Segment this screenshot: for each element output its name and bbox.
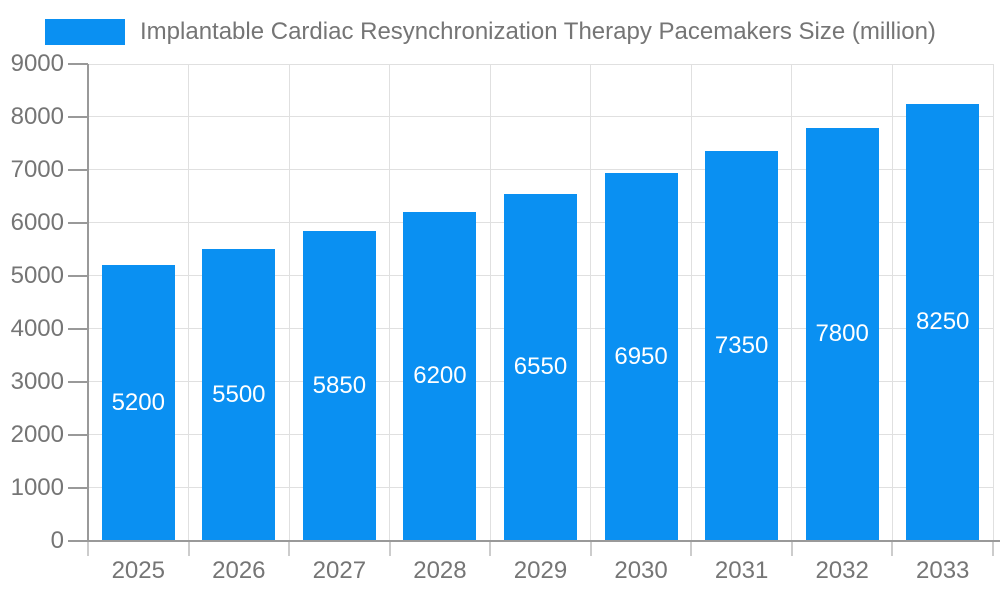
x-axis-label: 2031 [714,557,769,584]
y-axis-tick [68,380,88,383]
grid-line-horizontal [88,169,993,171]
y-axis-tick [68,221,88,224]
y-axis-tick [68,274,88,277]
grid-line-vertical [791,64,793,541]
bar-value-label: 5850 [312,371,367,399]
y-axis-tick [68,168,88,171]
x-axis-tick [891,541,894,556]
bar-value-label: 6200 [413,362,467,390]
y-axis-label: 9000 [10,50,64,77]
x-axis-tick [589,541,592,556]
x-axis-label: 2026 [212,557,266,584]
bar-2032[interactable] [805,127,879,541]
y-axis-tick [68,327,88,330]
x-axis-tick [187,541,190,556]
bar-value-label: 7350 [714,331,769,359]
bar-2027[interactable] [302,230,376,541]
x-axis-tick [388,541,391,556]
bar-2033[interactable] [906,103,980,541]
y-axis-tick [68,63,88,65]
y-axis-label: 2000 [10,420,64,448]
x-axis-label: 2027 [312,557,367,584]
y-axis-tick [68,433,88,436]
y-axis-label: 3000 [10,367,64,395]
bar-value-label: 6950 [614,342,668,370]
legend-item[interactable]: Implantable Cardiac Resynchronization Th… [45,18,936,46]
grid-line-horizontal [88,63,993,65]
bar-2028[interactable] [403,212,477,541]
y-axis-label: 6000 [10,208,64,236]
y-axis-tick [68,115,88,118]
bar-value-label: 5200 [111,388,165,416]
bar-2030[interactable] [604,172,678,541]
bar-2025[interactable] [101,265,175,541]
legend-swatch [45,19,125,45]
grid-line-vertical [389,64,391,541]
x-axis-tick [288,541,291,556]
bar-value-label: 7800 [815,320,869,348]
grid-line-horizontal [88,116,993,118]
x-axis-label: 2033 [916,557,970,584]
x-axis-label: 2030 [614,557,668,584]
bar-value-label: 8250 [916,308,970,336]
y-axis-label: 0 [50,526,64,554]
y-axis-label: 7000 [10,155,64,183]
y-axis-line [87,64,89,543]
grid-line-vertical [188,64,190,541]
grid-line-vertical [489,64,491,541]
grid-line-vertical [891,64,893,541]
bar-value-label: 5500 [212,380,266,408]
bar-2031[interactable] [705,151,779,541]
x-axis-line [68,539,1000,542]
bar-2026[interactable] [202,249,276,541]
x-axis-label: 2032 [815,557,869,584]
bar-value-label: 6550 [513,353,568,381]
x-axis-tick [690,541,693,556]
grid-line-vertical [690,64,692,541]
y-axis-label: 4000 [10,314,64,342]
bar-2029[interactable] [504,193,577,541]
y-axis-tick [68,486,88,489]
x-axis-label: 2029 [513,557,568,584]
grid-line-vertical [590,64,592,541]
x-axis-tick [992,541,994,556]
grid-line-vertical [992,64,994,541]
grid-line-vertical [288,64,290,541]
y-axis-label: 5000 [10,261,64,289]
y-axis-label: 8000 [10,102,64,130]
x-axis-label: 2025 [111,557,165,584]
x-axis-tick [489,541,492,556]
legend-label: Implantable Cardiac Resynchronization Th… [140,18,936,45]
x-axis-tick [790,541,793,556]
x-axis-tick [87,541,89,556]
x-axis-label: 2028 [413,557,467,584]
y-axis-label: 1000 [10,473,64,501]
